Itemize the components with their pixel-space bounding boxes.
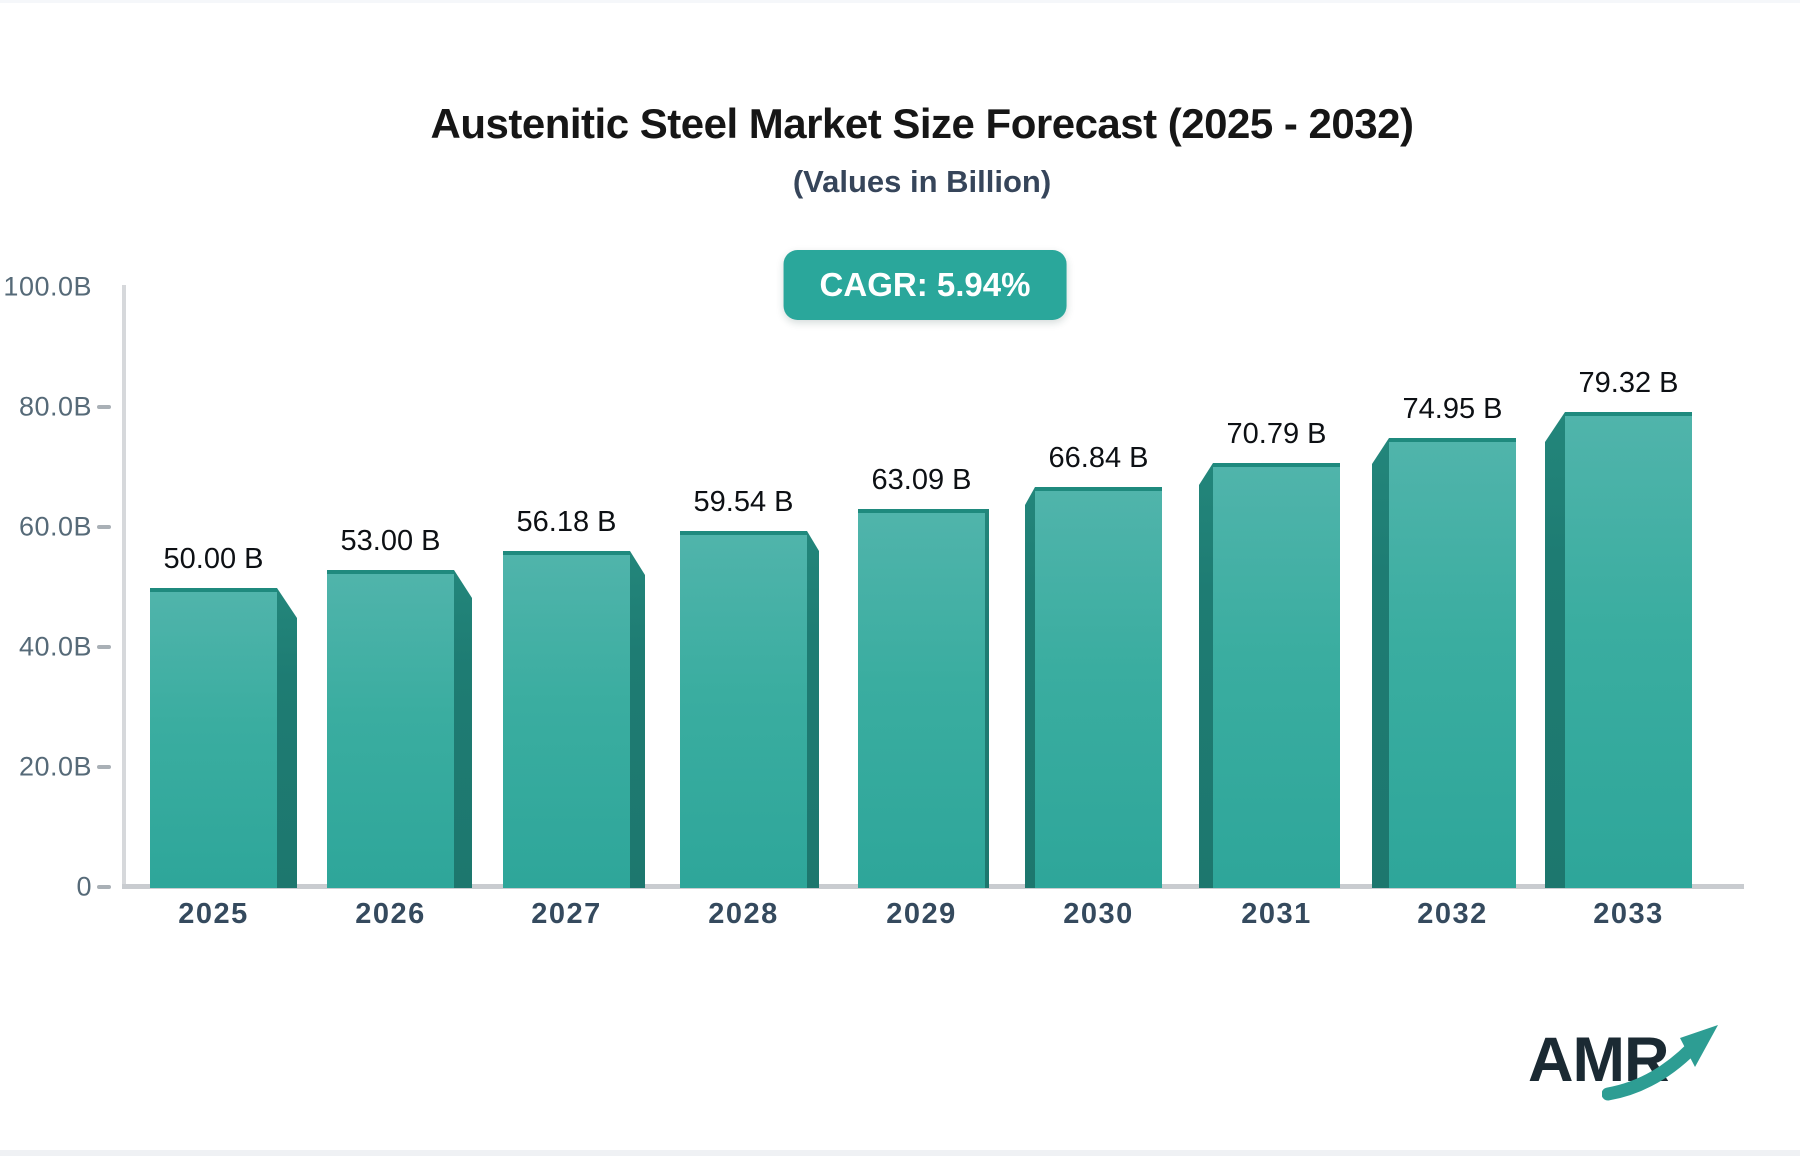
bar-3d-side-2029 bbox=[985, 509, 989, 888]
bar-2027 bbox=[503, 551, 630, 888]
y-tick-mark bbox=[97, 885, 111, 889]
chart-title: Austenitic Steel Market Size Forecast (2… bbox=[430, 100, 1414, 147]
bar-3d-side-2030 bbox=[1025, 487, 1035, 888]
bar-3d-side-2028 bbox=[807, 531, 819, 888]
y-tick-mark bbox=[97, 645, 111, 649]
bar-3d-side-2026 bbox=[454, 570, 472, 888]
trend-up-arrow-icon bbox=[1602, 1025, 1718, 1101]
chart-subtitle: (Values in Billion) bbox=[792, 164, 1052, 199]
x-axis-label-2025: 2025 bbox=[178, 898, 249, 930]
bar-2028 bbox=[680, 531, 807, 888]
bar-2031 bbox=[1213, 463, 1340, 888]
bar-3d-side-2027 bbox=[630, 551, 645, 888]
x-axis-label-2028: 2028 bbox=[708, 898, 779, 930]
cagr-badge: CAGR: 5.94% bbox=[783, 250, 1067, 320]
bar-value-label: 70.79 B bbox=[1226, 418, 1327, 450]
x-axis-label-2030: 2030 bbox=[1063, 898, 1134, 930]
bar-value-label: 59.54 B bbox=[693, 486, 794, 518]
bar-2030 bbox=[1035, 487, 1162, 888]
y-tick-label: 100.0B bbox=[3, 271, 92, 302]
x-axis-label-2031: 2031 bbox=[1241, 898, 1312, 930]
x-axis-label-2032: 2032 bbox=[1417, 898, 1488, 930]
bar-2033 bbox=[1565, 412, 1692, 888]
x-axis-label-2029: 2029 bbox=[886, 898, 957, 930]
bar-value-label: 66.84 B bbox=[1048, 442, 1149, 474]
amr-logo: AMR bbox=[1528, 1025, 1718, 1101]
bar-value-label: 63.09 B bbox=[871, 464, 972, 496]
bar-3d-side-2033 bbox=[1545, 412, 1565, 888]
y-tick-mark bbox=[97, 765, 111, 769]
bar-2026 bbox=[327, 570, 454, 888]
y-tick-mark bbox=[97, 405, 111, 409]
y-tick-mark bbox=[97, 525, 111, 529]
bar-2032 bbox=[1389, 438, 1516, 888]
bar-value-label: 50.00 B bbox=[163, 543, 264, 575]
y-tick-label: 0 bbox=[76, 871, 92, 902]
bar-2029 bbox=[858, 509, 985, 888]
page-bottom-border bbox=[0, 1150, 1800, 1156]
y-tick-label: 40.0B bbox=[18, 631, 92, 662]
bar-value-label: 79.32 B bbox=[1578, 367, 1679, 399]
y-tick-label: 20.0B bbox=[18, 751, 92, 782]
page-top-border bbox=[0, 0, 1800, 3]
bar-3d-side-2032 bbox=[1372, 438, 1389, 888]
x-axis-label-2026: 2026 bbox=[355, 898, 426, 930]
y-tick-label: 60.0B bbox=[18, 511, 92, 542]
bar-2025 bbox=[150, 588, 277, 888]
bar-3d-side-2031 bbox=[1199, 463, 1213, 888]
bar-value-label: 74.95 B bbox=[1402, 393, 1503, 425]
bar-value-label: 53.00 B bbox=[340, 525, 441, 557]
y-axis-line bbox=[122, 285, 126, 889]
x-axis-label-2033: 2033 bbox=[1593, 898, 1664, 930]
y-tick-label: 80.0B bbox=[18, 391, 92, 422]
bar-3d-side-2025 bbox=[277, 588, 297, 888]
x-axis-label-2027: 2027 bbox=[531, 898, 602, 930]
bar-value-label: 56.18 B bbox=[516, 506, 617, 538]
